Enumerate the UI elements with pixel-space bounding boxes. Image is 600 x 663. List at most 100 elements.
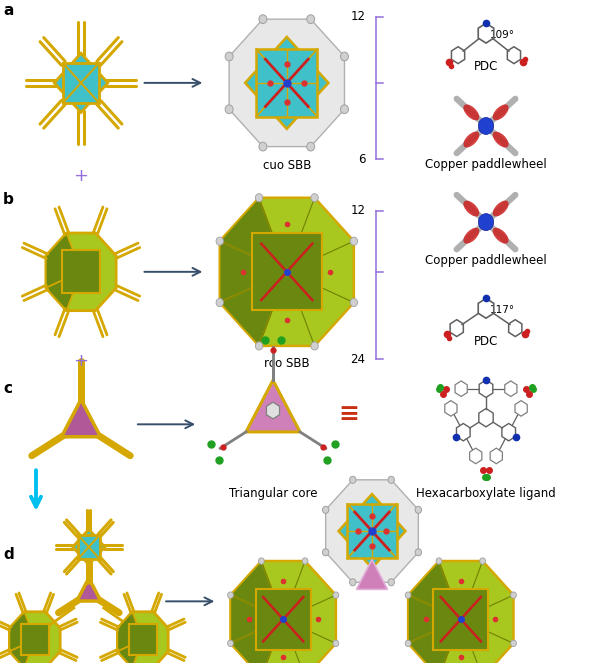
Ellipse shape (463, 228, 479, 243)
Text: Hexacarboxylate ligand: Hexacarboxylate ligand (416, 487, 556, 501)
Circle shape (259, 558, 264, 564)
Text: d: d (3, 547, 14, 562)
Circle shape (307, 15, 314, 24)
Text: cuo SBB: cuo SBB (263, 159, 311, 172)
Polygon shape (62, 399, 101, 437)
Polygon shape (62, 251, 100, 293)
Text: 109°: 109° (490, 30, 515, 40)
Polygon shape (21, 625, 49, 655)
Polygon shape (63, 63, 99, 103)
Circle shape (322, 507, 329, 513)
Ellipse shape (493, 105, 509, 120)
Ellipse shape (463, 132, 479, 147)
Polygon shape (46, 233, 81, 288)
Polygon shape (408, 595, 461, 643)
Circle shape (256, 342, 263, 350)
Polygon shape (245, 37, 328, 129)
Polygon shape (230, 595, 283, 643)
Circle shape (478, 117, 494, 135)
Text: a: a (3, 3, 13, 19)
Circle shape (405, 592, 411, 598)
Polygon shape (256, 49, 317, 117)
Polygon shape (220, 241, 287, 302)
Text: rco SBB: rco SBB (264, 357, 310, 370)
Polygon shape (10, 612, 35, 652)
Polygon shape (129, 625, 157, 655)
Text: +: + (74, 352, 89, 371)
Polygon shape (118, 612, 143, 652)
Polygon shape (338, 494, 406, 568)
Circle shape (511, 592, 517, 598)
Text: ≡: ≡ (338, 402, 360, 426)
Polygon shape (77, 578, 101, 601)
Polygon shape (408, 619, 461, 663)
Polygon shape (408, 561, 514, 663)
Circle shape (225, 105, 233, 113)
Circle shape (227, 592, 233, 598)
Polygon shape (230, 561, 283, 619)
Text: PDC: PDC (474, 335, 498, 348)
Polygon shape (266, 402, 280, 419)
Text: 24: 24 (350, 353, 365, 366)
Circle shape (259, 142, 267, 151)
Text: 12: 12 (350, 204, 365, 217)
Text: 12: 12 (350, 10, 365, 23)
Polygon shape (252, 233, 322, 310)
Circle shape (256, 194, 263, 202)
Text: +: + (74, 166, 89, 185)
Circle shape (340, 52, 349, 61)
Circle shape (227, 640, 233, 646)
Ellipse shape (463, 105, 479, 120)
Polygon shape (220, 272, 287, 346)
Circle shape (340, 105, 349, 113)
Ellipse shape (493, 201, 509, 216)
Polygon shape (54, 53, 108, 113)
Polygon shape (229, 19, 344, 147)
Text: b: b (3, 192, 14, 208)
Polygon shape (10, 612, 60, 663)
Ellipse shape (493, 228, 509, 243)
Circle shape (388, 476, 394, 483)
Circle shape (333, 592, 339, 598)
Polygon shape (220, 198, 287, 272)
Circle shape (350, 298, 358, 306)
Circle shape (511, 640, 517, 646)
Polygon shape (433, 589, 488, 650)
Polygon shape (256, 589, 311, 650)
Circle shape (259, 15, 267, 24)
Circle shape (225, 52, 233, 61)
Polygon shape (326, 480, 418, 582)
Circle shape (350, 237, 358, 245)
Polygon shape (356, 560, 388, 589)
Ellipse shape (463, 201, 479, 216)
Circle shape (350, 476, 356, 483)
Circle shape (436, 558, 442, 564)
Circle shape (216, 298, 223, 306)
Polygon shape (10, 640, 35, 663)
Text: PDC: PDC (474, 60, 498, 73)
Circle shape (311, 342, 318, 350)
Polygon shape (73, 529, 105, 565)
Polygon shape (78, 535, 100, 559)
Circle shape (478, 213, 494, 231)
Polygon shape (220, 198, 354, 346)
Circle shape (322, 549, 329, 556)
Polygon shape (230, 619, 283, 663)
Circle shape (415, 549, 422, 556)
Circle shape (302, 558, 308, 564)
Polygon shape (408, 561, 461, 619)
Circle shape (480, 558, 485, 564)
Circle shape (350, 579, 356, 586)
Circle shape (405, 640, 411, 646)
Circle shape (307, 142, 314, 151)
Polygon shape (46, 233, 116, 311)
Text: 117°: 117° (490, 306, 515, 316)
Polygon shape (347, 504, 397, 558)
Polygon shape (246, 381, 300, 432)
Circle shape (388, 579, 394, 586)
Text: Triangular core: Triangular core (229, 487, 317, 501)
Polygon shape (46, 272, 81, 311)
Circle shape (216, 237, 223, 245)
Polygon shape (118, 640, 143, 663)
Polygon shape (230, 561, 336, 663)
